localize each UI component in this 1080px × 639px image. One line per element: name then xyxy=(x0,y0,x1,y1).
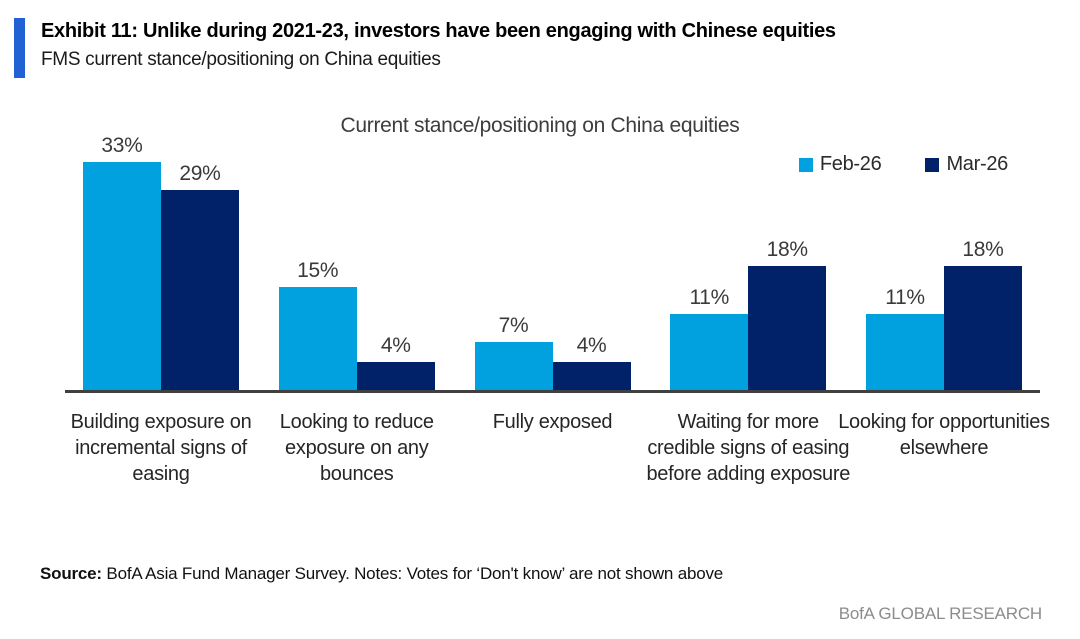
bar-column-mar-26: 18% xyxy=(748,237,827,390)
bar xyxy=(866,314,944,390)
bar-group: 7% 4% xyxy=(474,313,631,390)
bar xyxy=(83,162,161,390)
bar-value-label: 4% xyxy=(380,334,411,358)
exhibit-header: Exhibit 11: Unlike during 2021-23, inves… xyxy=(14,18,1050,78)
legend-item-mar-26: Mar-26 xyxy=(925,153,1008,176)
category-label: Waiting for more credible signs of easin… xyxy=(646,409,850,487)
bar-column-mar-26: 4% xyxy=(552,334,631,390)
chart-legend: Feb-26 Mar-26 xyxy=(798,153,1008,176)
bar-group: 15% 4% xyxy=(278,258,435,390)
bar-value-label: 4% xyxy=(576,334,607,358)
bar xyxy=(474,341,553,390)
bar xyxy=(278,286,357,390)
legend-swatch-icon xyxy=(798,157,813,172)
bar-value-label: 18% xyxy=(962,237,1004,261)
legend-label: Feb-26 xyxy=(819,153,882,175)
bar-value-label: 29% xyxy=(179,161,221,185)
bar-value-label: 15% xyxy=(297,258,339,282)
category-label-text: Looking for opportunities elsewhere xyxy=(838,411,1050,459)
bar xyxy=(356,362,435,390)
bar-column-feb-26: 11% xyxy=(866,286,944,390)
bar-column-feb-26: 11% xyxy=(670,286,749,390)
bar xyxy=(161,189,239,390)
bar-value-label: 11% xyxy=(885,286,925,310)
exhibit-subtitle: FMS current stance/positioning on China … xyxy=(41,49,441,70)
bar-group: 33% 29% xyxy=(83,134,239,390)
category-axis: Building exposure on incremental signs o… xyxy=(65,409,1050,487)
category-label: Fully exposed xyxy=(475,409,631,487)
bar-value-label: 18% xyxy=(766,237,808,261)
bar-value-label: 11% xyxy=(689,286,730,310)
category-label: Looking to reduce exposure on any bounce… xyxy=(279,409,435,487)
legend-swatch-icon xyxy=(925,157,940,172)
plot-area: 33% 29% 15% 4% 7% 4% 11% 18% 11% 18% xyxy=(65,118,1040,393)
bar xyxy=(944,265,1022,390)
legend-item-feb-26: Feb-26 xyxy=(798,153,882,176)
brand-text: BofA GLOBAL RESEARCH xyxy=(838,604,1042,623)
bar-column-feb-26: 33% xyxy=(83,134,161,390)
bar-group: 11% 18% xyxy=(670,237,827,390)
bar-column-mar-26: 18% xyxy=(944,238,1022,390)
bar-column-mar-26: 4% xyxy=(356,334,435,390)
category-label-text: Fully exposed xyxy=(492,411,613,433)
category-label-text: Waiting for more credible signs of easin… xyxy=(646,411,851,485)
source-label: Source: xyxy=(40,564,102,583)
bar-group: 11% 18% xyxy=(866,238,1022,390)
bar xyxy=(670,314,749,390)
bar-value-label: 33% xyxy=(101,134,143,158)
category-label: Looking for opportunities elsewhere xyxy=(838,409,1050,487)
legend-label: Mar-26 xyxy=(946,153,1008,175)
exhibit-title: Exhibit 11: Unlike during 2021-23, inves… xyxy=(41,20,836,42)
bar-column-mar-26: 29% xyxy=(161,162,239,390)
bar-column-feb-26: 15% xyxy=(278,258,357,390)
source-text: BofA Asia Fund Manager Survey. Notes: Vo… xyxy=(101,564,724,583)
bar-value-label: 7% xyxy=(498,313,529,337)
header-text-block: Exhibit 11: Unlike during 2021-23, inves… xyxy=(41,18,836,78)
accent-bar xyxy=(14,18,25,78)
category-label-text: Looking to reduce exposure on any bounce… xyxy=(279,411,434,485)
bar xyxy=(552,362,631,390)
bar xyxy=(748,265,827,390)
category-label-text: Building exposure on incremental signs o… xyxy=(70,411,252,485)
chart-title: Current stance/positioning on China equi… xyxy=(340,114,740,137)
source-note: Source: BofA Asia Fund Manager Survey. N… xyxy=(40,564,723,584)
bar-column-feb-26: 7% xyxy=(474,313,553,390)
category-label: Building exposure on incremental signs o… xyxy=(71,409,252,487)
